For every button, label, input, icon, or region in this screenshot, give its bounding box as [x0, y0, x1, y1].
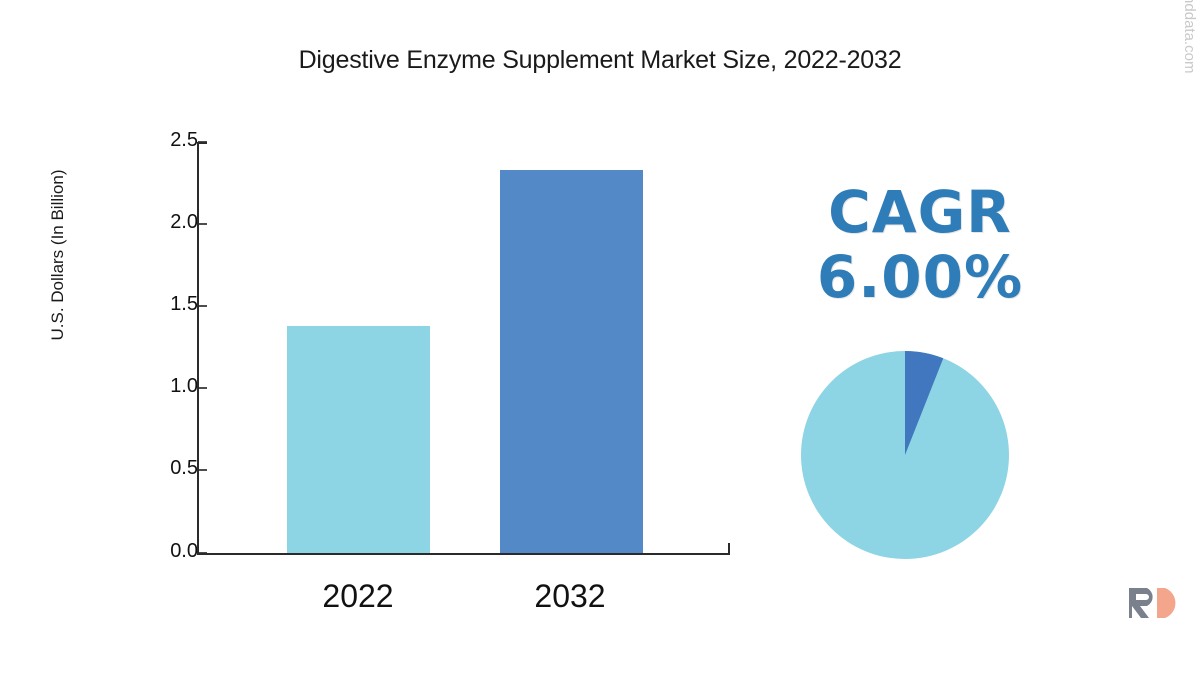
- y-tick-label-5: 2.5: [170, 129, 198, 151]
- x-tick-label-2032: 2032: [534, 578, 606, 614]
- y-tick-mark-2: [198, 387, 207, 389]
- y-tick-mark-4: [198, 223, 207, 225]
- x-axis-right-cap: [728, 543, 730, 555]
- y-axis-line: [197, 142, 199, 555]
- logo-letter-d: [1157, 588, 1176, 618]
- source-watermark: source:www.reportsanddata.com: [1181, 0, 1198, 175]
- cagr-pie-chart: [801, 351, 1009, 559]
- y-tick-label-3: 1.5: [170, 293, 198, 315]
- cagr-value: 6.00%: [816, 242, 1024, 311]
- bar-2032[interactable]: [500, 169, 643, 553]
- y-tick-label-1: 0.5: [170, 457, 198, 479]
- cagr-label: CAGR: [828, 178, 1012, 246]
- logo-letter-r: [1129, 588, 1153, 618]
- chart-title: Digestive Enzyme Supplement Market Size,…: [298, 46, 902, 74]
- reports-and-data-logo: [1129, 588, 1176, 618]
- pie-slice-cagr: [905, 351, 944, 455]
- x-tick-label-2022: 2022: [322, 578, 394, 614]
- y-tick-label-4: 2.0: [170, 211, 198, 233]
- y-tick-mark-3: [198, 305, 207, 307]
- cagr-panel: CAGR 6.00%: [795, 180, 1045, 310]
- y-tick-label-0: 0.0: [170, 540, 198, 562]
- bar-chart: U.S. Dollars (In Billion) 0.0 0.5 1.0 1.…: [48, 129, 730, 614]
- y-axis-top-cap: [197, 142, 207, 144]
- y-tick-mark-1: [198, 469, 207, 471]
- bars-layer: [287, 169, 643, 553]
- x-axis-line: [197, 553, 730, 555]
- bar-2022[interactable]: [287, 326, 430, 553]
- y-tick-label-2: 1.0: [170, 375, 198, 397]
